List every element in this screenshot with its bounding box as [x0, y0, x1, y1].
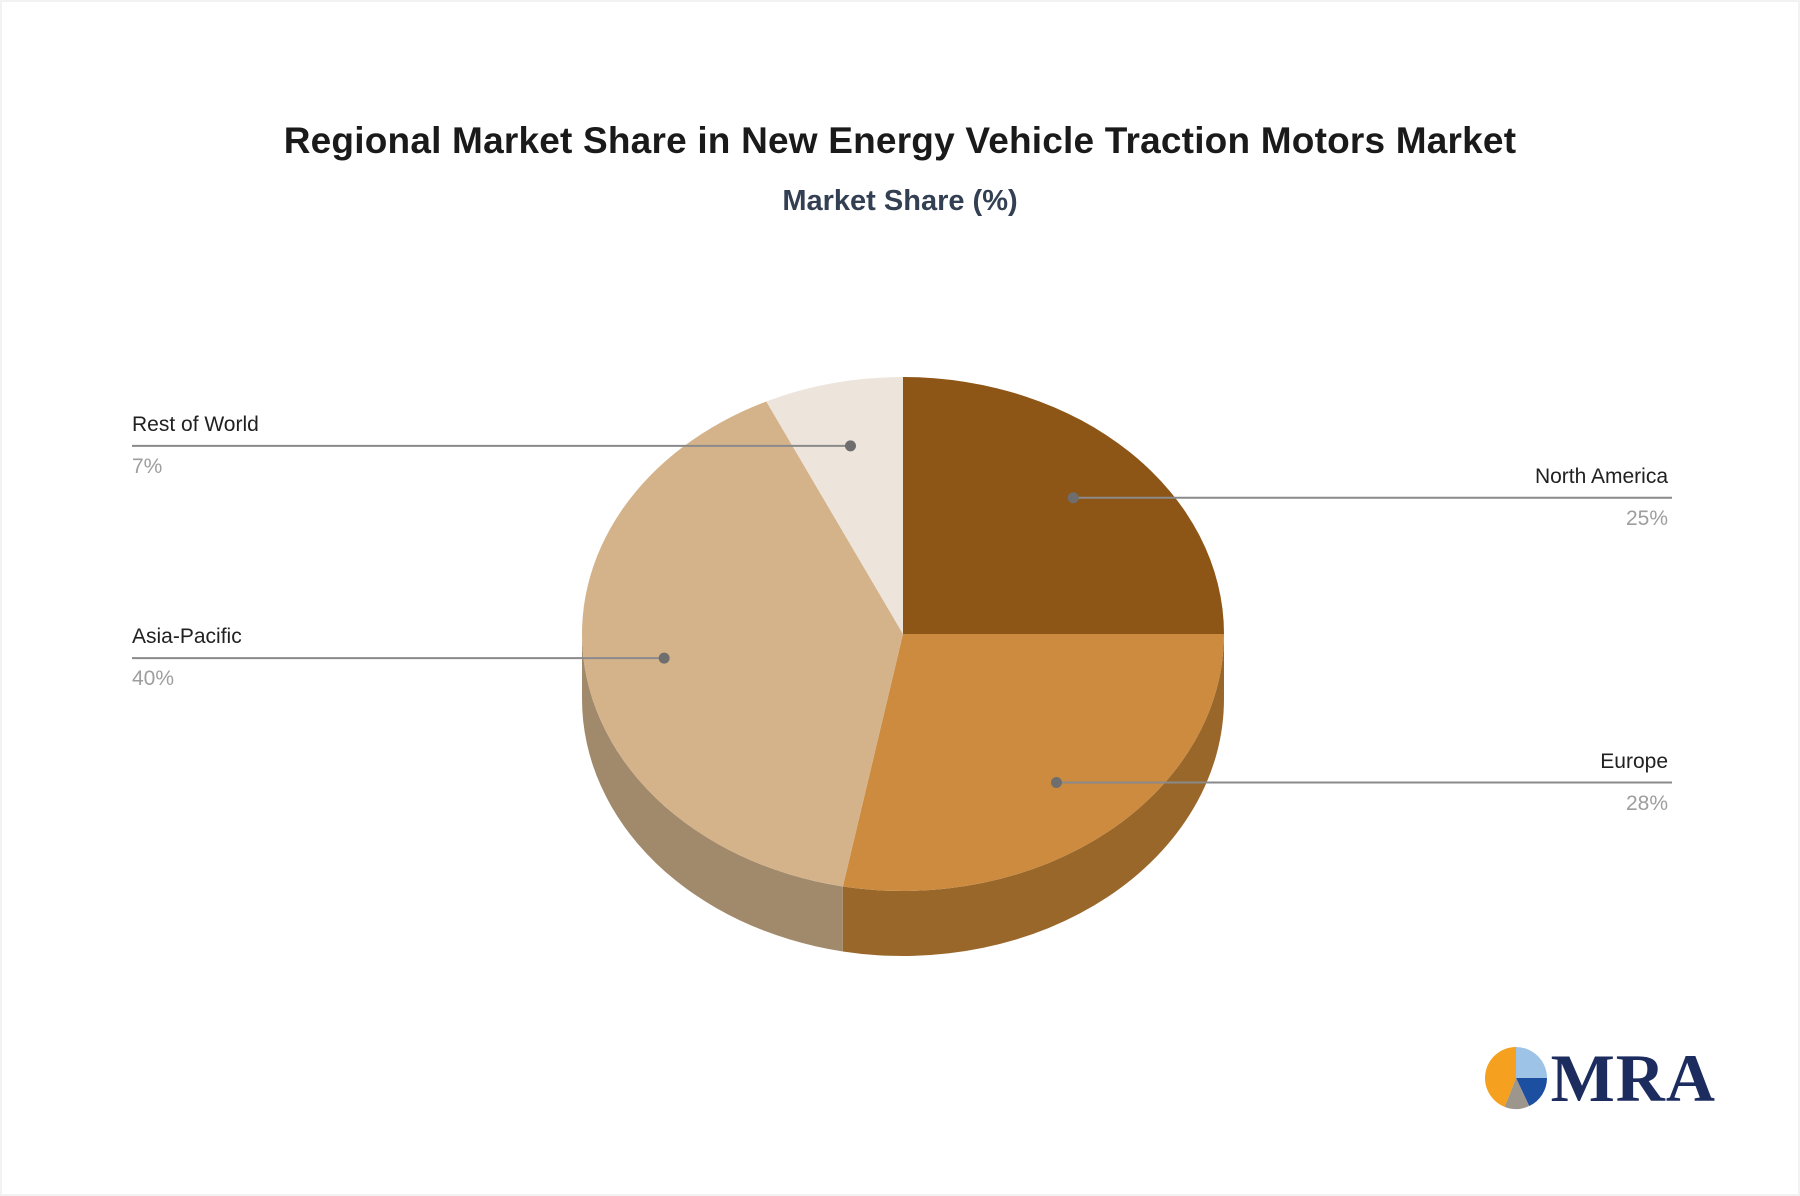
- mra-logo-pie-slice-gray: [1504, 1078, 1529, 1109]
- mra-logo-text: MRA: [1550, 1040, 1716, 1116]
- callout-dot-asia-pacific: [658, 652, 670, 664]
- pie-slice-rest-of-world[interactable]: [766, 377, 903, 634]
- pie-slice-north-america[interactable]: [903, 377, 1224, 634]
- slice-label-value: 7%: [132, 454, 163, 478]
- pie-slice-europe[interactable]: [842, 634, 1224, 891]
- slice-label-asia-pacific: Asia-Pacific 40%: [132, 624, 242, 692]
- slice-label-name: North America: [1534, 464, 1668, 488]
- slice-label-rest-of-world: Rest of World 7%: [132, 412, 259, 480]
- slice-label-name: Asia-Pacific: [132, 625, 242, 649]
- slice-label-value: 40%: [132, 667, 175, 691]
- pie-slice-asia-pacific[interactable]: [581, 401, 903, 887]
- mra-logo-pie-slice-light-blue: [1515, 1047, 1547, 1078]
- callout-dot-north-america: [1067, 492, 1079, 504]
- pie-slice-side-asia-pacific: [582, 634, 843, 952]
- chart-subtitle: Market Share (%): [782, 185, 1018, 217]
- slice-label-europe: Europe 28%: [1600, 749, 1668, 817]
- mra-logo-pie-icon: [1484, 1047, 1547, 1109]
- slice-label-north-america: North America 25%: [1535, 464, 1668, 532]
- mra-logo: MRA: [1483, 1044, 1716, 1112]
- slice-label-value: 28%: [1625, 791, 1668, 815]
- slice-label-name: Europe: [1600, 749, 1668, 773]
- slice-label-value: 25%: [1625, 506, 1668, 530]
- callout-dot-europe: [1050, 777, 1062, 789]
- mra-logo-pie-slice-navy-blue: [1515, 1078, 1547, 1107]
- mra-logo-pie-slice-orange: [1484, 1047, 1516, 1107]
- pie-slice-side-europe: [842, 634, 1224, 956]
- callout-dot-rest-of-world: [844, 440, 856, 452]
- slice-label-name: Rest of World: [132, 412, 259, 436]
- chart-title: Regional Market Share in New Energy Vehi…: [283, 120, 1517, 161]
